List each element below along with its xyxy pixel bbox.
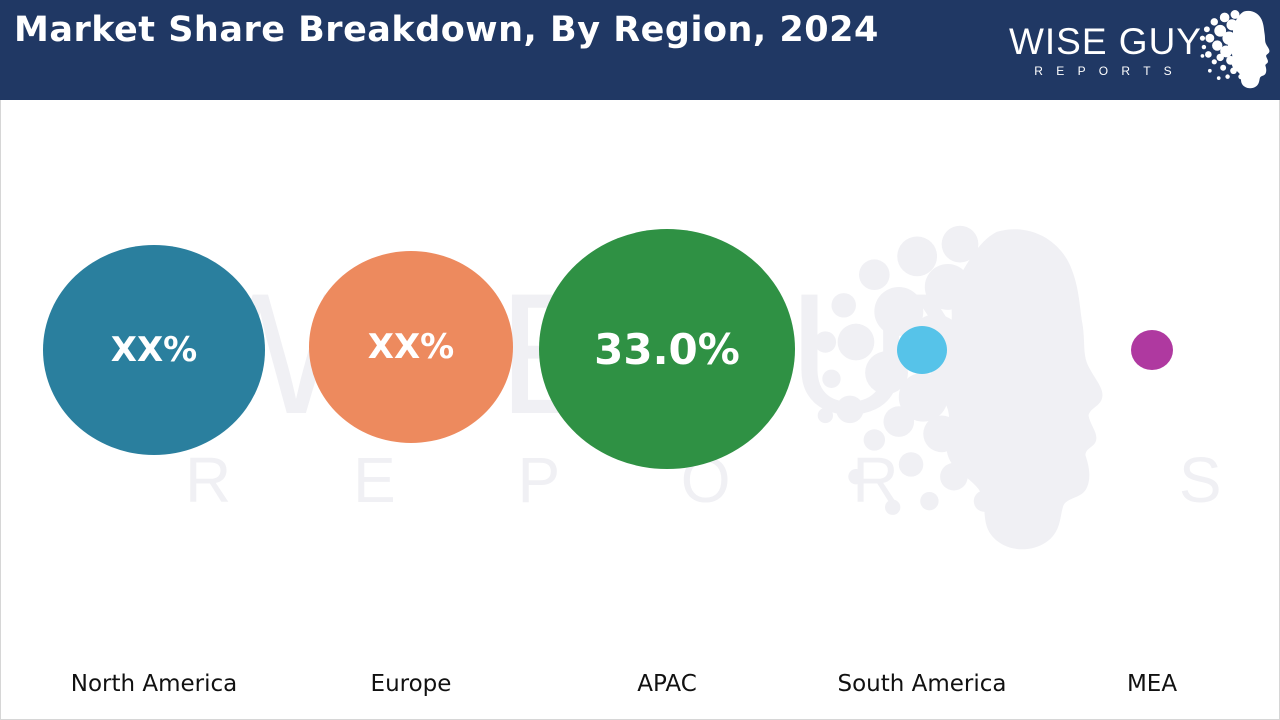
- category-label-north-america: North America: [70, 671, 238, 697]
- bubble-apac: 33.0%: [539, 229, 795, 469]
- category-label-apac: APAC: [637, 671, 697, 697]
- watermark-head-icon: [814, 225, 1103, 550]
- bubble-value-apac: 33.0%: [594, 324, 740, 374]
- header-bar: Market Share Breakdown, By Region, 2024 …: [0, 0, 1280, 100]
- logo-wordmark: WISE GUY: [1008, 20, 1202, 62]
- bubble-north-america: XX%: [43, 245, 265, 455]
- category-label-mea: MEA: [1126, 671, 1178, 697]
- logo-subtext: R E P O R T S: [1034, 63, 1177, 78]
- chart-area: WISE GUY R E P O R T S XX% XX% 33.0% Nor…: [0, 100, 1280, 720]
- bubble-mea: [1131, 330, 1173, 370]
- page-title: Market Share Breakdown, By Region, 2024: [14, 10, 879, 50]
- wiseguy-logo: WISE GUY R E P O R T S: [1009, 4, 1272, 96]
- bubble-value-europe: XX%: [367, 327, 455, 367]
- wiseguy-logo-text: WISE GUY R E P O R T S: [1009, 23, 1202, 78]
- category-label-south-america: South America: [837, 671, 1007, 697]
- category-label-europe: Europe: [370, 671, 452, 697]
- bubble-value-north-america: XX%: [110, 330, 198, 370]
- bubble-south-america: [897, 326, 947, 374]
- bubble-europe: XX%: [309, 251, 513, 443]
- wiseguy-head-icon: [1199, 10, 1270, 89]
- watermark-subtext: R E P O R T S: [185, 444, 1274, 516]
